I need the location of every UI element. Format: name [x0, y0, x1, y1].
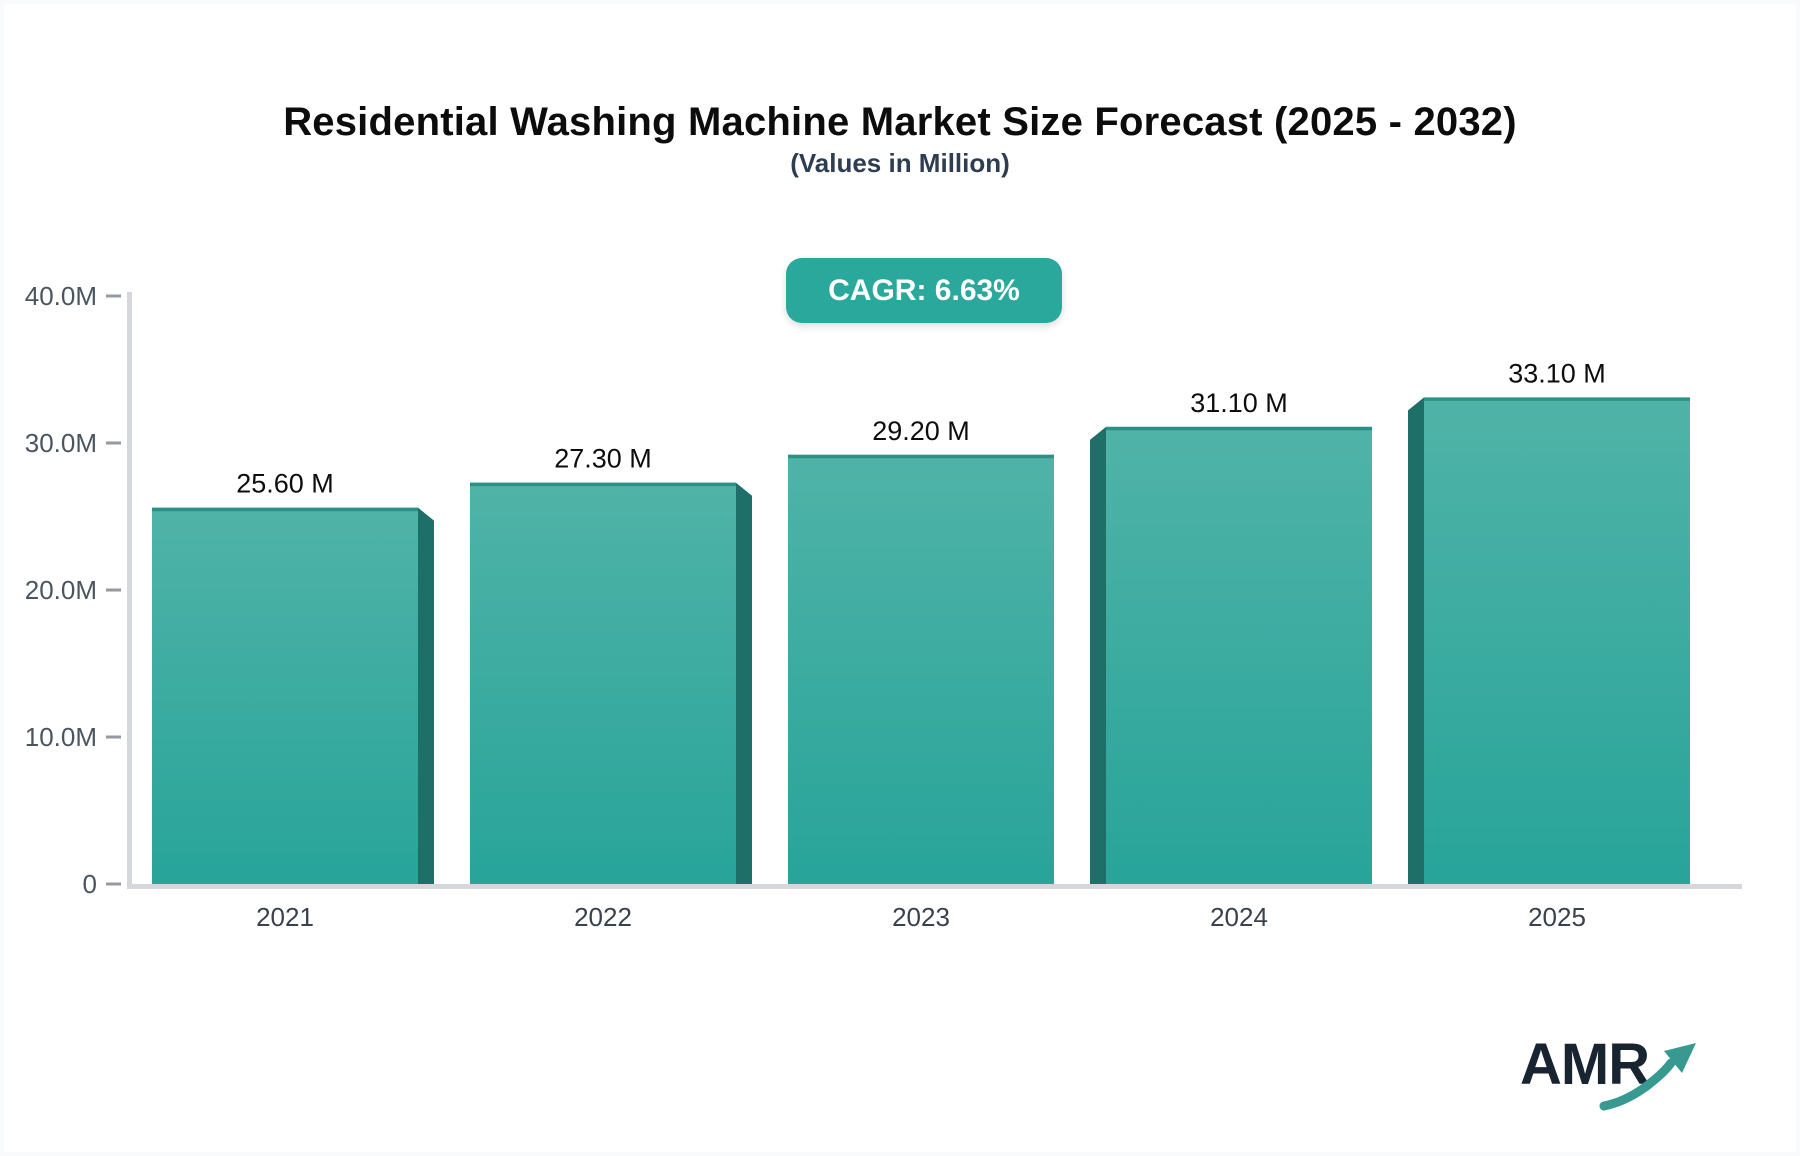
x-tick-label: 2025	[1528, 902, 1586, 932]
bar-top-border	[788, 454, 1054, 459]
bar-2021: 25.60 M 2021	[152, 469, 434, 932]
cagr-badge-label: CAGR: 6.63%	[828, 273, 1020, 307]
bar-3d-edge	[418, 507, 434, 884]
bar-value-label: 33.10 M	[1508, 358, 1606, 388]
bar-face	[788, 454, 1054, 884]
x-tick-label: 2021	[256, 902, 314, 932]
x-tick-label: 2024	[1210, 902, 1268, 932]
bar-top-border	[1106, 426, 1372, 431]
bar-value-label: 31.10 M	[1190, 388, 1288, 418]
y-tick-mark	[106, 882, 121, 886]
bar-face	[1106, 426, 1372, 884]
bar-value-label: 27.30 M	[554, 444, 652, 474]
bar-2024: 31.10 M 2024	[1090, 388, 1372, 932]
amr-logo: AMR	[1520, 1036, 1730, 1126]
bar-value-label: 29.20 M	[872, 416, 970, 446]
bar-3d-edge	[1408, 397, 1424, 884]
y-tick-mark	[106, 441, 121, 445]
y-axis-line	[127, 292, 132, 889]
bar-top-border	[152, 507, 418, 512]
bar-3d-edge	[1090, 426, 1106, 884]
amr-logo-text: AMR	[1520, 1032, 1650, 1097]
growth-arrow-icon	[1599, 1043, 1696, 1111]
chart-title: Residential Washing Machine Market Size …	[283, 100, 1517, 144]
y-tick-mark	[106, 735, 121, 739]
y-tick-label: 10.0M	[25, 722, 97, 752]
chart-subtitle: (Values in Million)	[790, 148, 1010, 178]
bar-3d-edge	[736, 482, 752, 884]
bar-top-border	[1424, 397, 1690, 401]
bar-2022: 27.30 M 2022	[470, 444, 752, 932]
y-tick-mark	[106, 294, 121, 298]
bar-face	[470, 482, 736, 884]
bar-top-border	[470, 482, 736, 487]
bar-2023: 29.20 M 2023	[788, 416, 1054, 932]
y-tick-mark	[106, 588, 121, 592]
bar-face	[1424, 397, 1690, 884]
y-tick-label: 30.0M	[25, 428, 97, 458]
y-axis-ticks: 0 10.0M 20.0M 30.0M 40.0M	[25, 281, 121, 899]
y-tick-label: 20.0M	[25, 575, 97, 605]
axis-lines	[127, 292, 1742, 889]
bar-face	[152, 507, 418, 884]
x-axis-line	[127, 884, 1742, 889]
x-tick-label: 2023	[892, 902, 950, 932]
cagr-badge: CAGR: 6.63%	[786, 258, 1062, 323]
bar-value-label: 25.60 M	[236, 469, 334, 499]
y-tick-label: 40.0M	[25, 281, 97, 311]
y-tick-label: 0	[83, 869, 97, 899]
bar-2025: 33.10 M 2025	[1408, 358, 1690, 932]
x-tick-label: 2022	[574, 902, 632, 932]
